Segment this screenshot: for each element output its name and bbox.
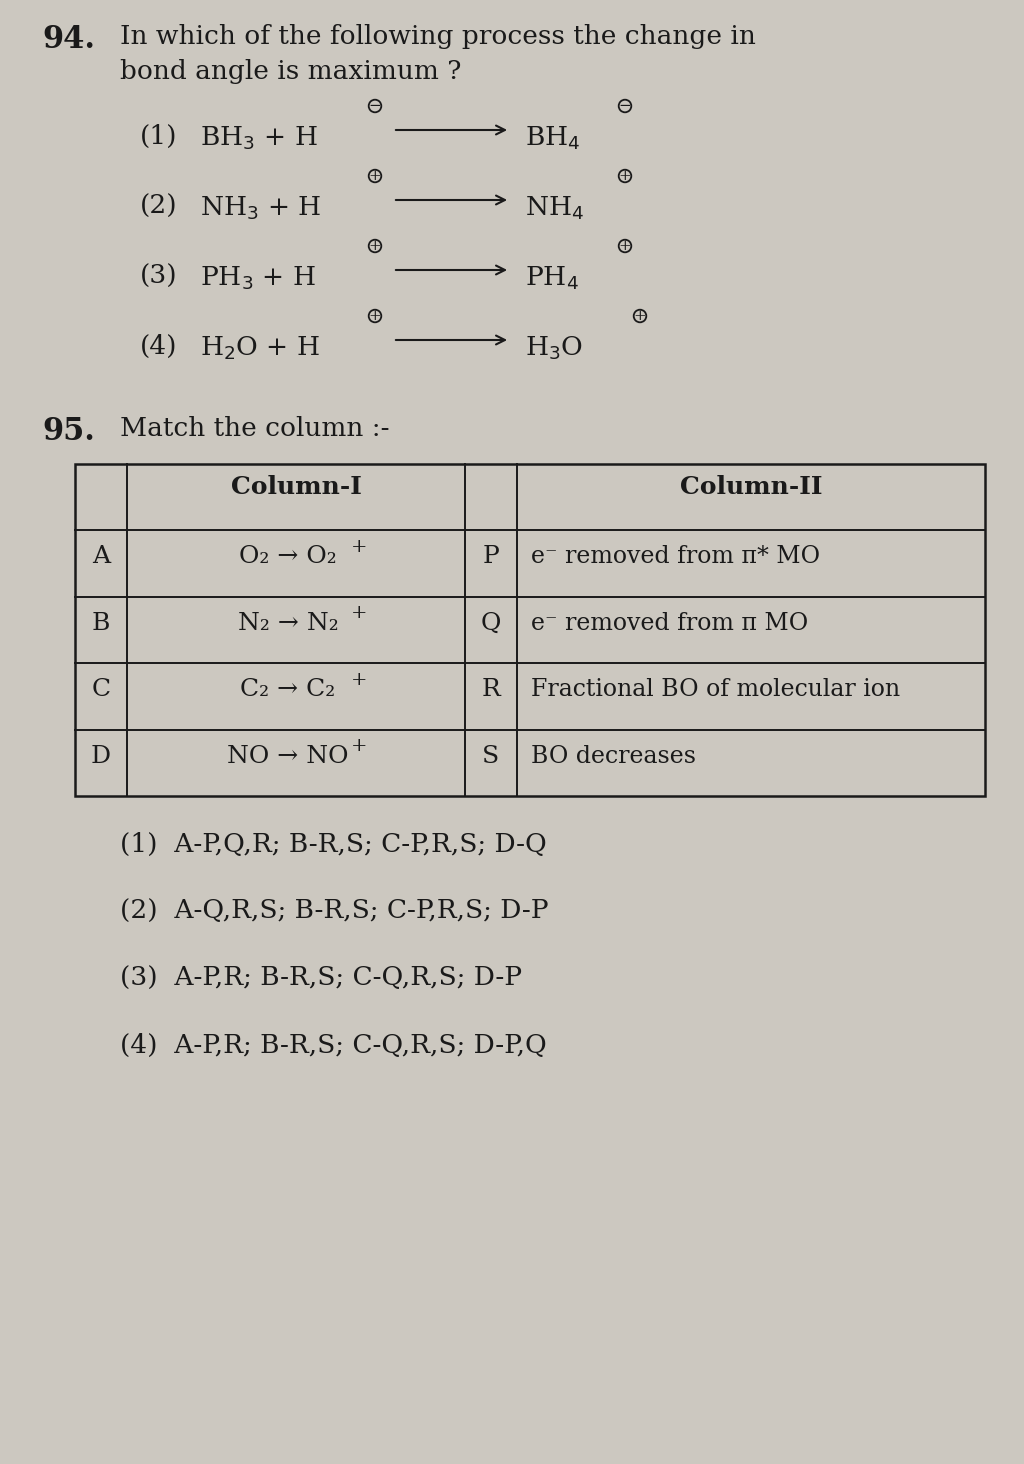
Text: Column-I: Column-I [230, 476, 361, 499]
Text: Fractional BO of molecular ion: Fractional BO of molecular ion [531, 678, 900, 701]
Text: +: + [369, 168, 381, 183]
Bar [75, 464, 985, 796]
Text: H$_2$O + H: H$_2$O + H [200, 334, 319, 362]
Text: +: + [351, 605, 368, 622]
Text: NH$_3$ + H: NH$_3$ + H [200, 195, 322, 221]
Text: (2): (2) [140, 195, 177, 220]
Text: −: − [618, 100, 632, 113]
Text: (1): (1) [140, 124, 177, 149]
Text: A: A [92, 546, 110, 568]
Text: BH$_3$ + H: BH$_3$ + H [200, 124, 317, 151]
Text: B: B [92, 612, 111, 635]
Text: 95.: 95. [42, 416, 95, 447]
Text: (4): (4) [140, 334, 177, 359]
Text: (2)  A-Q,R,S; B-R,S; C-P,R,S; D-P: (2) A-Q,R,S; B-R,S; C-P,R,S; D-P [120, 899, 549, 924]
Text: In which of the following process the change in: In which of the following process the ch… [120, 23, 756, 48]
Text: R: R [481, 678, 501, 701]
Text: +: + [369, 239, 381, 253]
Text: S: S [482, 745, 500, 767]
Text: Match the column :-: Match the column :- [120, 416, 389, 441]
Text: bond angle is maximum ?: bond angle is maximum ? [120, 59, 462, 83]
Text: Column-II: Column-II [680, 476, 822, 499]
Text: PH$_4$: PH$_4$ [525, 264, 579, 291]
Text: P: P [482, 546, 500, 568]
Text: Q: Q [481, 612, 501, 635]
Text: N₂ → N₂: N₂ → N₂ [238, 612, 338, 635]
Text: (3)  A-P,R; B-R,S; C-Q,R,S; D-P: (3) A-P,R; B-R,S; C-Q,R,S; D-P [120, 966, 522, 991]
Text: (3): (3) [140, 264, 177, 288]
Text: D: D [91, 745, 111, 767]
Text: +: + [351, 671, 368, 688]
Text: −: − [369, 100, 381, 113]
Text: PH$_3$ + H: PH$_3$ + H [200, 264, 316, 291]
Text: C: C [91, 678, 111, 701]
Text: +: + [351, 537, 368, 556]
Text: H$_3$O: H$_3$O [525, 334, 583, 362]
Text: BH$_4$: BH$_4$ [525, 124, 581, 151]
Text: (4)  A-P,R; B-R,S; C-Q,R,S; D-P,Q: (4) A-P,R; B-R,S; C-Q,R,S; D-P,Q [120, 1034, 547, 1058]
Text: 94.: 94. [42, 23, 95, 56]
Text: +: + [618, 239, 632, 253]
Text: NH$_4$: NH$_4$ [525, 195, 584, 221]
Text: +: + [634, 309, 646, 324]
Text: +: + [369, 309, 381, 324]
Text: BO decreases: BO decreases [531, 745, 696, 767]
Text: +: + [618, 168, 632, 183]
Text: O₂ → O₂: O₂ → O₂ [240, 546, 337, 568]
Text: e⁻ removed from π MO: e⁻ removed from π MO [531, 612, 808, 635]
Text: +: + [351, 738, 368, 755]
Text: e⁻ removed from π* MO: e⁻ removed from π* MO [531, 546, 820, 568]
Text: (1)  A-P,Q,R; B-R,S; C-P,R,S; D-Q: (1) A-P,Q,R; B-R,S; C-P,R,S; D-Q [120, 832, 547, 856]
Text: C₂ → C₂: C₂ → C₂ [241, 678, 336, 701]
Text: NO → NO: NO → NO [227, 745, 349, 767]
